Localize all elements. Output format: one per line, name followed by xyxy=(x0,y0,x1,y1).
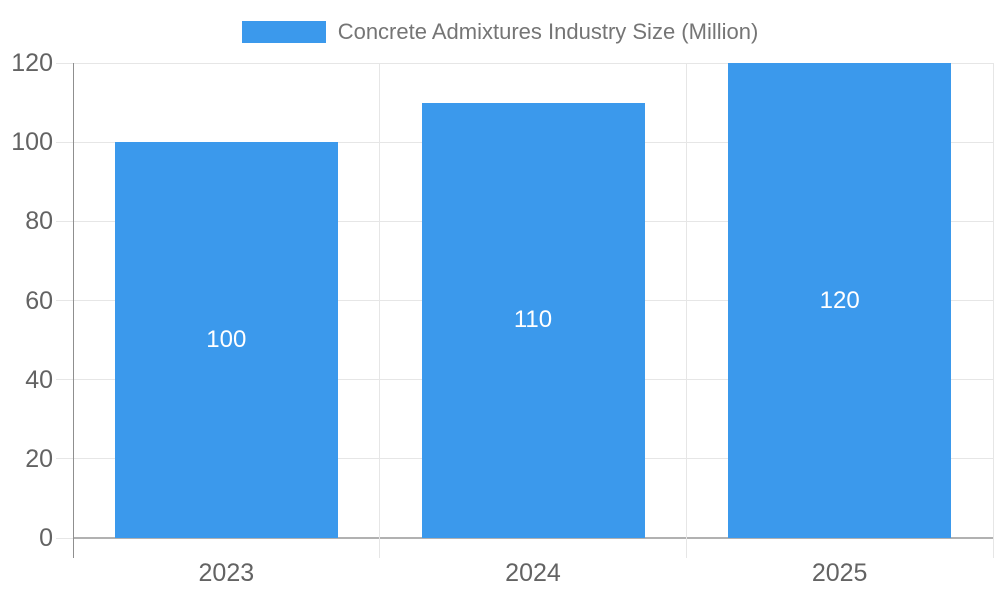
y-axis-tick xyxy=(56,537,73,539)
bar-value-label-2023: 100 xyxy=(206,326,247,354)
y-tick-label-100: 100 xyxy=(11,128,53,157)
y-tick-label-0: 0 xyxy=(39,524,53,552)
chart-legend: Concrete Admixtures Industry Size (Milli… xyxy=(0,14,1000,50)
x-axis-baseline xyxy=(73,537,993,539)
x-tick-label-2025: 2025 xyxy=(811,559,868,587)
plot-right-edge xyxy=(992,63,994,558)
y-tick-label-40: 40 xyxy=(25,365,53,394)
bar-2023 xyxy=(114,142,338,538)
y-tick-label-80: 80 xyxy=(25,207,53,236)
gridline-y-120 xyxy=(56,62,993,64)
bar-2024 xyxy=(421,102,645,538)
category-separator-1 xyxy=(379,63,381,558)
y-tick-label-20: 20 xyxy=(25,444,53,473)
bar-value-label-2024: 110 xyxy=(513,306,553,334)
y-tick-label-60: 60 xyxy=(25,286,53,315)
bar-2025 xyxy=(728,63,952,538)
x-tick-label-2023: 2023 xyxy=(198,559,255,587)
y-tick-label-120: 120 xyxy=(11,49,53,77)
chart-title: Concrete Admixtures Industry Size (Milli… xyxy=(337,19,759,44)
x-tick-label-2024: 2024 xyxy=(505,559,561,587)
category-separator-2 xyxy=(685,63,687,558)
y-axis-line xyxy=(73,63,74,558)
legend-swatch xyxy=(241,21,326,43)
bar-value-label-2025: 120 xyxy=(819,286,860,314)
